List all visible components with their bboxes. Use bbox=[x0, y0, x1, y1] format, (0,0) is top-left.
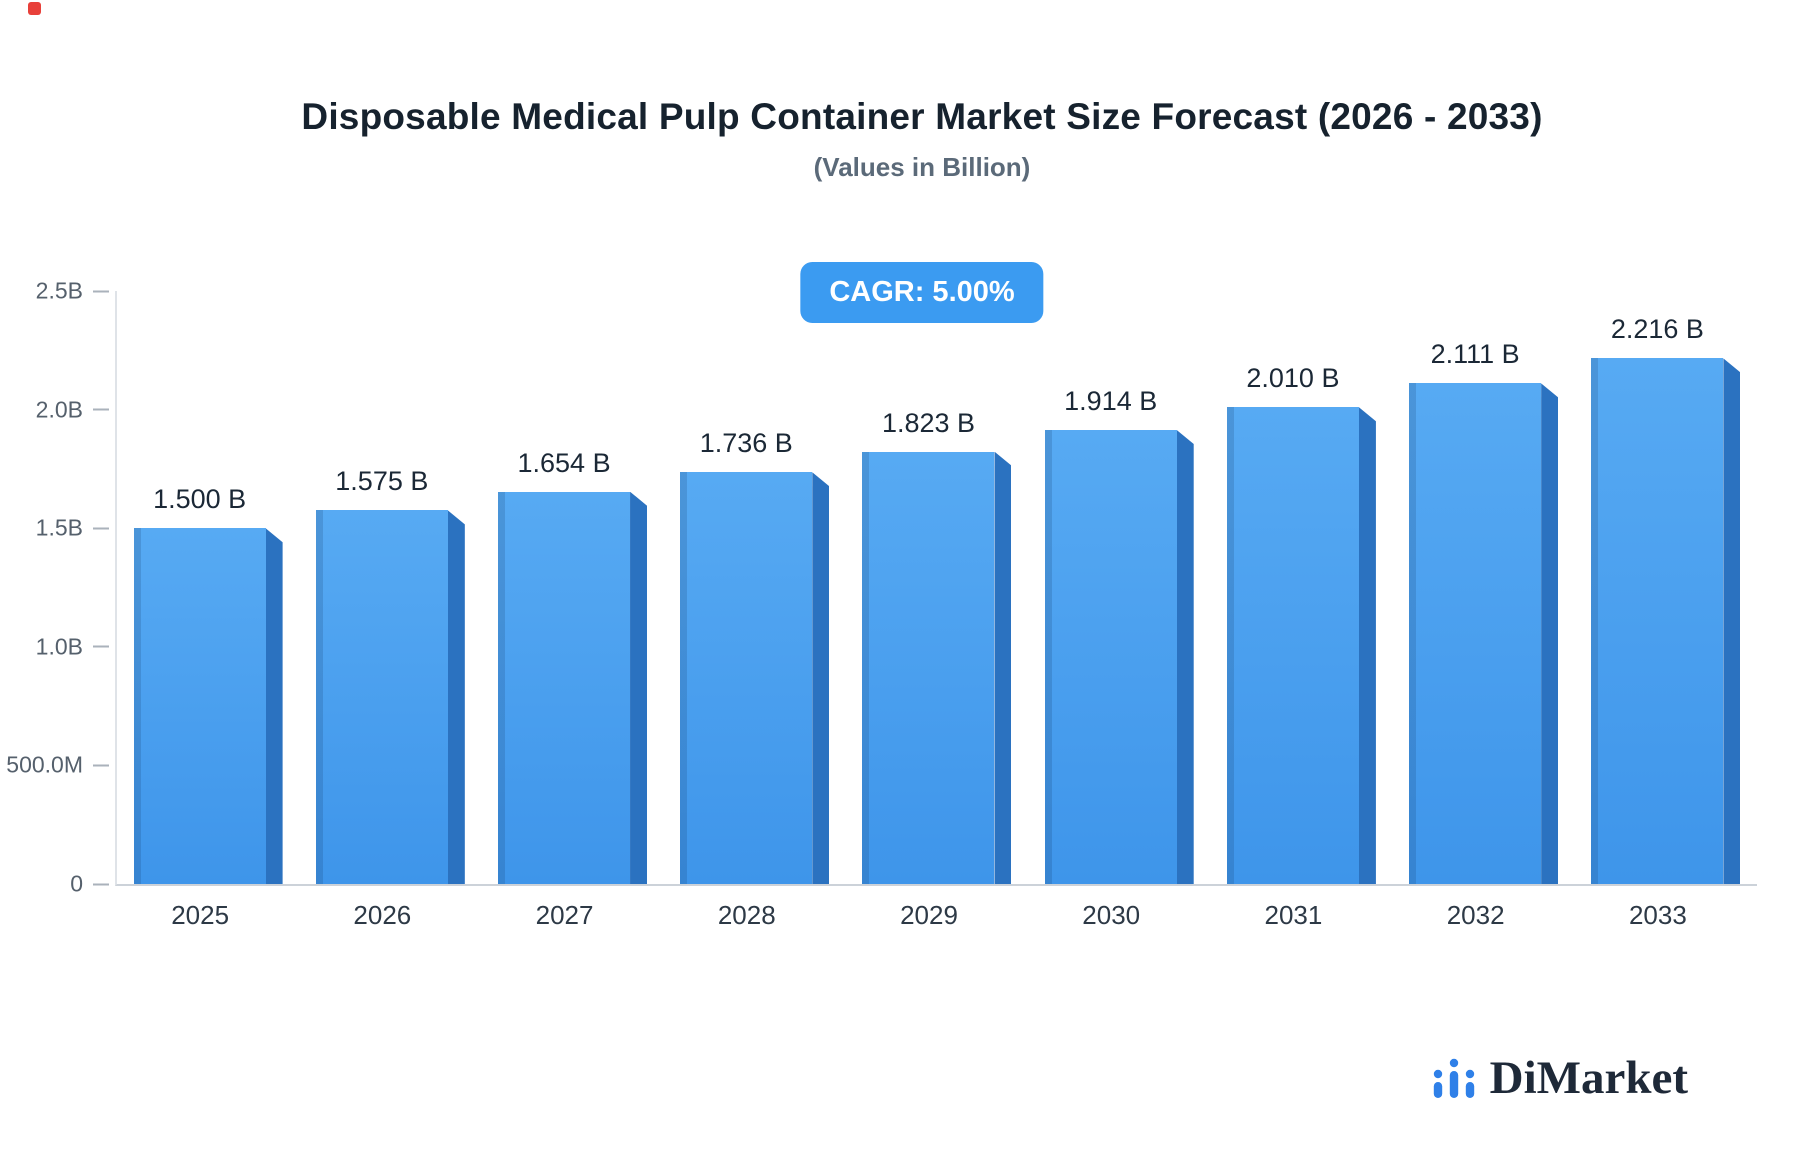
bar-front-face bbox=[1591, 358, 1724, 884]
bar-value-label: 2.111 B bbox=[1430, 339, 1520, 370]
chart-title: Disposable Medical Pulp Container Market… bbox=[301, 96, 1543, 137]
bar-2033 bbox=[1591, 358, 1741, 884]
bar-slot-2025: 1.500 B bbox=[117, 484, 299, 884]
x-axis: 2025 2026 2027 2028 2029 2030 2031 2032 2033 bbox=[109, 900, 1749, 931]
bar-slot-2030: 1.914 B bbox=[1028, 386, 1210, 884]
bar-side-face bbox=[994, 451, 1012, 884]
y-axis-tick: 1.5B bbox=[36, 515, 117, 542]
x-axis-label: 2031 bbox=[1264, 900, 1323, 930]
bar-value-label: 2.010 B bbox=[1246, 363, 1340, 394]
bar-slot-2029: 1.823 B bbox=[846, 408, 1028, 884]
bar-front-face bbox=[680, 472, 813, 884]
bar-side-face bbox=[1176, 430, 1194, 884]
bar-front-face bbox=[498, 491, 631, 884]
red-marker-icon bbox=[28, 2, 41, 15]
bar-value-label: 1.823 B bbox=[881, 407, 976, 438]
y-axis-tick-label: 2.0B bbox=[35, 396, 83, 423]
y-axis-tick-label: 500.0M bbox=[6, 751, 83, 778]
bar-slot-2028: 1.736 B bbox=[664, 428, 846, 884]
bar-2028 bbox=[680, 472, 830, 884]
y-axis-tickmark bbox=[93, 408, 109, 411]
y-axis: 0 500.0M 1.0B 1.5B 2.0B 2.5B bbox=[6, 278, 1757, 897]
bar-front-face bbox=[862, 451, 995, 884]
bar-value-label: 1.736 B bbox=[699, 428, 793, 459]
bar-value-label: 1.654 B bbox=[517, 447, 611, 478]
bar-value-label: 2.216 B bbox=[1610, 314, 1704, 345]
x-axis-label: 2028 bbox=[717, 900, 776, 930]
bar-side-face bbox=[1541, 383, 1559, 884]
bar-chart-icon bbox=[1433, 1058, 1474, 1098]
x-axis-label: 2030 bbox=[1082, 900, 1141, 930]
y-axis-tick: 1.0B bbox=[36, 633, 117, 660]
plot-area: 0 500.0M 1.0B 1.5B 2.0B 2.5B 1.500 B 1.575 B 1.… bbox=[6, 278, 1757, 930]
bar-front-face bbox=[1044, 430, 1177, 884]
bar-side-face bbox=[1358, 407, 1376, 884]
bar-2031 bbox=[1226, 407, 1376, 884]
bar-front-face bbox=[315, 510, 448, 884]
y-axis-tick-label: 1.5B bbox=[35, 514, 83, 541]
bar-slot-2032: 2.111 B bbox=[1393, 339, 1575, 884]
x-axis-label: 2026 bbox=[353, 900, 412, 930]
bar-value-label: 1.500 B bbox=[153, 484, 247, 515]
bar-2027 bbox=[498, 491, 648, 884]
bar-value-label: 1.575 B bbox=[335, 466, 429, 497]
x-axis-label: 2025 bbox=[171, 900, 230, 930]
bar-series: 1.500 B 1.575 B 1.654 B 1.736 B 1.823 B 1.914… bbox=[117, 291, 1757, 884]
y-axis-tickmark bbox=[93, 290, 109, 292]
bar-slot-2031: 2.010 B bbox=[1210, 363, 1392, 884]
brand-logo: DiMarket bbox=[1431, 1051, 1688, 1104]
x-axis-label: 2033 bbox=[1628, 900, 1687, 930]
x-axis-label: 2027 bbox=[535, 900, 594, 930]
y-axis-tick: 2.5B bbox=[36, 278, 117, 305]
bar-slot-2026: 1.575 B bbox=[299, 466, 481, 884]
bar-2026 bbox=[315, 510, 465, 884]
bar-front-face bbox=[133, 528, 266, 884]
y-axis-tick: 0 bbox=[70, 871, 117, 898]
bar-slot-2033: 2.216 B bbox=[1575, 314, 1757, 884]
y-axis-tick-label: 0 bbox=[70, 870, 83, 897]
cagr-badge: CAGR: 5.00% bbox=[800, 262, 1044, 323]
bar-2029 bbox=[862, 451, 1012, 884]
chart-subtitle: (Values in Billion) bbox=[813, 152, 1031, 182]
bar-slot-2027: 1.654 B bbox=[481, 448, 663, 884]
bar-side-face bbox=[447, 510, 465, 884]
y-axis-tickmark bbox=[93, 883, 109, 885]
brand-logo-text: DiMarket bbox=[1489, 1051, 1688, 1104]
y-axis-tick-label: 1.0B bbox=[35, 633, 83, 660]
bar-side-face bbox=[1723, 358, 1741, 884]
bar-value-label: 1.914 B bbox=[1064, 386, 1158, 416]
bar-2025 bbox=[133, 528, 283, 884]
y-axis-tickmark bbox=[93, 764, 109, 767]
y-axis-tick: 2.0B bbox=[36, 396, 117, 423]
bar-side-face bbox=[630, 491, 648, 884]
bar-front-face bbox=[1409, 383, 1542, 884]
y-axis-tick-label: 2.5B bbox=[35, 277, 83, 304]
bar-side-face bbox=[812, 472, 830, 884]
x-axis-label: 2032 bbox=[1446, 900, 1505, 930]
bar-2032 bbox=[1409, 383, 1559, 884]
bar-side-face bbox=[265, 528, 283, 884]
y-axis-tick: 500.0M bbox=[6, 752, 117, 779]
bar-front-face bbox=[1226, 407, 1359, 884]
x-axis-label: 2029 bbox=[900, 900, 958, 930]
y-axis-tickmark bbox=[93, 645, 109, 648]
y-axis-tickmark bbox=[93, 527, 109, 530]
bar-2030 bbox=[1044, 430, 1194, 884]
